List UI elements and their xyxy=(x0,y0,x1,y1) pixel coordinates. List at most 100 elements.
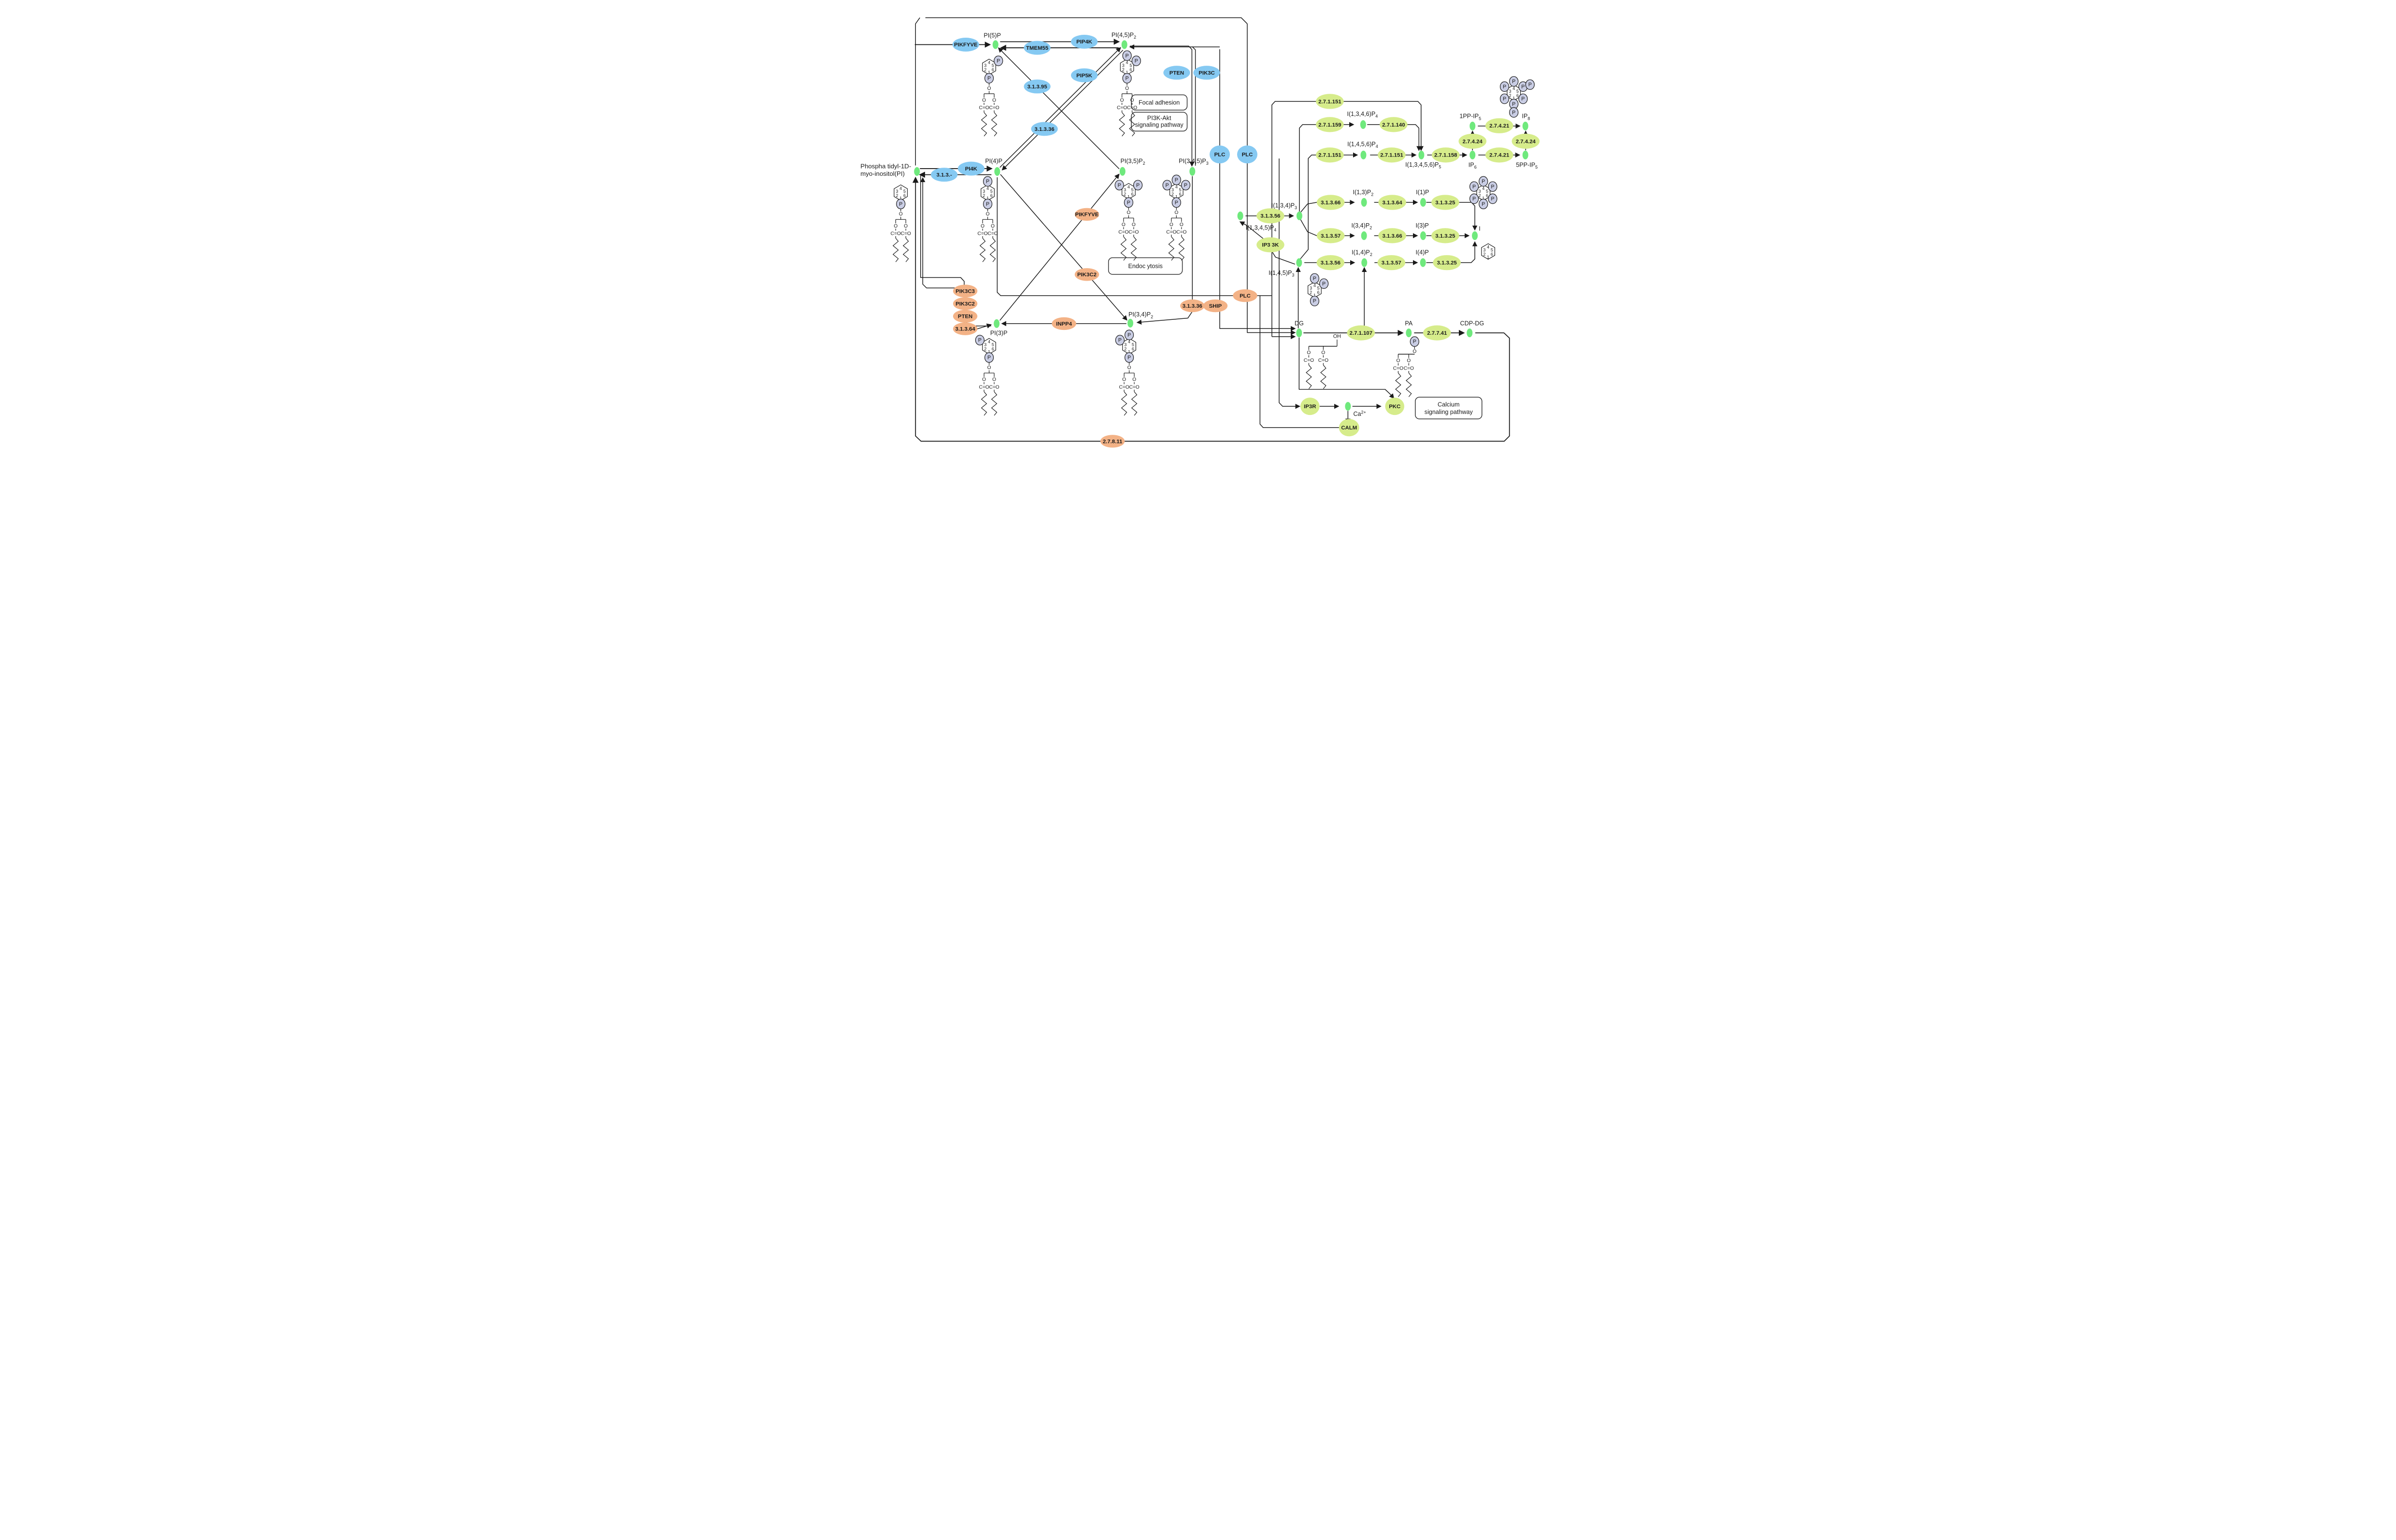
compound-I134P3[interactable]: I(1,3,4)P3 xyxy=(1271,202,1302,220)
enzyme-pik3c[interactable]: PIK3C xyxy=(1193,66,1220,80)
compound-PI5P[interactable]: PI(5)P xyxy=(984,32,1001,49)
compound-PI34P2[interactable]: PI(3,4)P2 xyxy=(1127,311,1153,328)
enzyme-3-1-3-66[interactable]: 3.1.3.66 xyxy=(1316,195,1345,210)
enzyme-2-7-1-107[interactable]: 2.7.1.107 xyxy=(1347,325,1375,341)
enzyme-2-7-1-151[interactable]: 2.7.1.151 xyxy=(1316,147,1344,163)
enzyme-label: 3.1.3.36 xyxy=(1183,303,1202,309)
compound-PI345P3[interactable]: PI(3,4,5)P3 xyxy=(1179,157,1209,176)
compound-I4P[interactable]: I(4)P xyxy=(1416,249,1429,267)
enzyme-3-1-3-56[interactable]: 3.1.3.56 xyxy=(1316,255,1345,271)
enzyme-pik3c2[interactable]: PIK3C2 xyxy=(1074,268,1099,281)
compound-PI45P2[interactable]: PI(4,5)P2 xyxy=(1112,31,1136,49)
enzyme-2-7-1-158[interactable]: 2.7.1.158 xyxy=(1431,147,1460,163)
compound-I3P[interactable]: I(3)P xyxy=(1416,222,1429,240)
enzyme-3-1-3-25[interactable]: 3.1.3.25 xyxy=(1431,195,1459,210)
enzyme-pten[interactable]: PTEN xyxy=(1163,66,1190,80)
enzyme-calm[interactable]: CALM xyxy=(1339,419,1359,437)
enzyme-3-1-3-36[interactable]: 3.1.3.36 xyxy=(1180,299,1205,313)
compound-PI[interactable] xyxy=(914,167,920,176)
enzyme-2-7-1-140[interactable]: 2.7.1.140 xyxy=(1380,117,1408,132)
enzyme-3-1-3-56[interactable]: 3.1.3.56 xyxy=(1256,208,1284,224)
enzyme-plc[interactable]: PLC xyxy=(1209,145,1230,164)
enzyme-2-7-8-11[interactable]: 2.7.8.11 xyxy=(1100,435,1125,448)
ring-number: 5 xyxy=(1317,286,1320,291)
ring-number: 2 xyxy=(1478,193,1481,198)
enzyme-2-7-7-41[interactable]: 2.7.7.41 xyxy=(1423,325,1451,341)
compound-PI3P[interactable]: PI(3)P xyxy=(990,319,1008,336)
enzyme-pikfyve[interactable]: PIKFYVE xyxy=(952,37,979,52)
enzyme-ip3r[interactable]: IP3R xyxy=(1300,398,1320,415)
enzyme-3-1-3-25[interactable]: 3.1.3.25 xyxy=(1433,255,1461,271)
label: C=O xyxy=(1166,229,1176,235)
enzyme-pten[interactable]: PTEN xyxy=(953,310,978,323)
compound-IP8[interactable]: IP8 xyxy=(1522,113,1530,130)
compound-I1456P4[interactable]: I(1,4,5,6)P4 xyxy=(1347,141,1378,159)
edge-7 xyxy=(915,17,920,166)
enzyme-ip3-3k[interactable]: IP3 3K xyxy=(1256,237,1284,253)
enzyme-3-1-3-57[interactable]: 3.1.3.57 xyxy=(1377,255,1406,271)
enzyme-3-1-3-64[interactable]: 3.1.3.64 xyxy=(953,322,978,335)
enzyme-label: IP3 3K xyxy=(1262,242,1280,248)
compound-DG[interactable]: DG xyxy=(1295,320,1304,338)
enzyme-2-7-1-151[interactable]: 2.7.1.151 xyxy=(1378,147,1406,163)
compound-I13456P5[interactable]: I(1,3,4,5,6)P5 xyxy=(1405,150,1441,170)
enzyme-2-7-4-21[interactable]: 2.7.4.21 xyxy=(1485,147,1513,163)
label: C=O xyxy=(1304,358,1314,363)
enzyme-2-7-4-24[interactable]: 2.7.4.24 xyxy=(1458,133,1487,149)
enzyme-tmem55[interactable]: TMEM55 xyxy=(1024,41,1051,55)
compound-PP5IP5[interactable]: 5PP-IP5 xyxy=(1516,150,1538,170)
text-label: myo-inositol(PI) xyxy=(860,170,905,177)
enzyme-plc[interactable]: PLC xyxy=(1233,289,1257,302)
enzyme-pi4k[interactable]: PI4K xyxy=(957,161,984,176)
enzyme-pip4k[interactable]: PIP4K xyxy=(1071,34,1098,49)
pathway-box-focal-adhesion[interactable]: Focal adhesion xyxy=(1131,94,1188,111)
pathway-box-endocytosis[interactable]: Endoc ytosis xyxy=(1108,257,1183,275)
label: O xyxy=(1130,98,1134,103)
enzyme-3-1-3-57[interactable]: 3.1.3.57 xyxy=(1316,228,1345,243)
enzyme-2-7-1-159[interactable]: 2.7.1.159 xyxy=(1316,117,1344,132)
label: O xyxy=(1412,349,1416,354)
enzyme-3-1-3-95[interactable]: 3.1.3.95 xyxy=(1024,79,1051,94)
compound-I34P2[interactable]: I(3,4)P2 xyxy=(1351,222,1372,240)
compound-I145P3[interactable]: I(1,4,5)P3 xyxy=(1269,258,1302,278)
enzyme-3-1-3-36[interactable]: 3.1.3.36 xyxy=(1031,122,1058,136)
enzyme-ship[interactable]: SHIP xyxy=(1203,299,1228,313)
ring-number: 5 xyxy=(1129,63,1132,68)
compound-Ca[interactable] xyxy=(1345,402,1351,411)
compound-PI35P2[interactable]: PI(3,5)P2 xyxy=(1119,157,1145,176)
enzyme-pip5k[interactable]: PIP5K xyxy=(1071,68,1098,83)
ring-number: 5 xyxy=(1132,342,1134,347)
compound-PA[interactable]: PA xyxy=(1405,320,1413,338)
compound-I1345P4[interactable]: I(1,3,4,5)P4 xyxy=(1237,211,1277,232)
enzyme-3-1-3-25[interactable]: 3.1.3.25 xyxy=(1431,228,1459,243)
compound-label: IP6 xyxy=(1469,161,1477,170)
ring-number: 2 xyxy=(1310,290,1312,295)
compound-PI4P[interactable]: PI(4)P xyxy=(985,157,1002,176)
enzyme-pkc[interactable]: PKC xyxy=(1385,398,1405,415)
enzyme-2-7-4-24[interactable]: 2.7.4.24 xyxy=(1512,133,1540,149)
ring-number: 5 xyxy=(992,63,994,68)
enzyme-3-1-3-64[interactable]: 3.1.3.64 xyxy=(1378,195,1406,210)
enzyme-pikfyve[interactable]: PIKFYVE xyxy=(1074,208,1099,221)
ring-number: 1 xyxy=(1175,195,1178,200)
enzyme-inpp4[interactable]: INPP4 xyxy=(1052,317,1076,330)
enzyme-plc[interactable]: PLC xyxy=(1237,145,1257,164)
compound-I[interactable]: I xyxy=(1472,225,1481,240)
compound-CDPDG[interactable]: CDP-DG xyxy=(1460,320,1484,338)
enzyme-3-1-3-66[interactable]: 3.1.3.66 xyxy=(1378,228,1406,243)
compound-PP1IP5[interactable]: 1PP-IP5 xyxy=(1459,113,1481,130)
compound-I1P[interactable]: I(1)P xyxy=(1416,189,1429,207)
compound-I13P2[interactable]: I(1,3)P2 xyxy=(1353,189,1373,207)
enzyme-3-1-3-[interactable]: 3.1.3.- xyxy=(931,168,958,182)
enzyme-2-7-1-151[interactable]: 2.7.1.151 xyxy=(1316,94,1344,109)
compound-IP6[interactable]: IP6 xyxy=(1469,150,1477,170)
compound-I1346P4[interactable]: I(1,3,4,6)P4 xyxy=(1347,111,1378,129)
enzyme-pik3c2[interactable]: PIK3C2 xyxy=(953,297,978,310)
compound-I14P2[interactable]: I(1,4)P2 xyxy=(1352,249,1372,267)
enzyme-2-7-4-21[interactable]: 2.7.4.21 xyxy=(1485,118,1513,133)
label: O xyxy=(982,98,986,103)
enzyme-pik3c3[interactable]: PIK3C3 xyxy=(953,285,978,298)
